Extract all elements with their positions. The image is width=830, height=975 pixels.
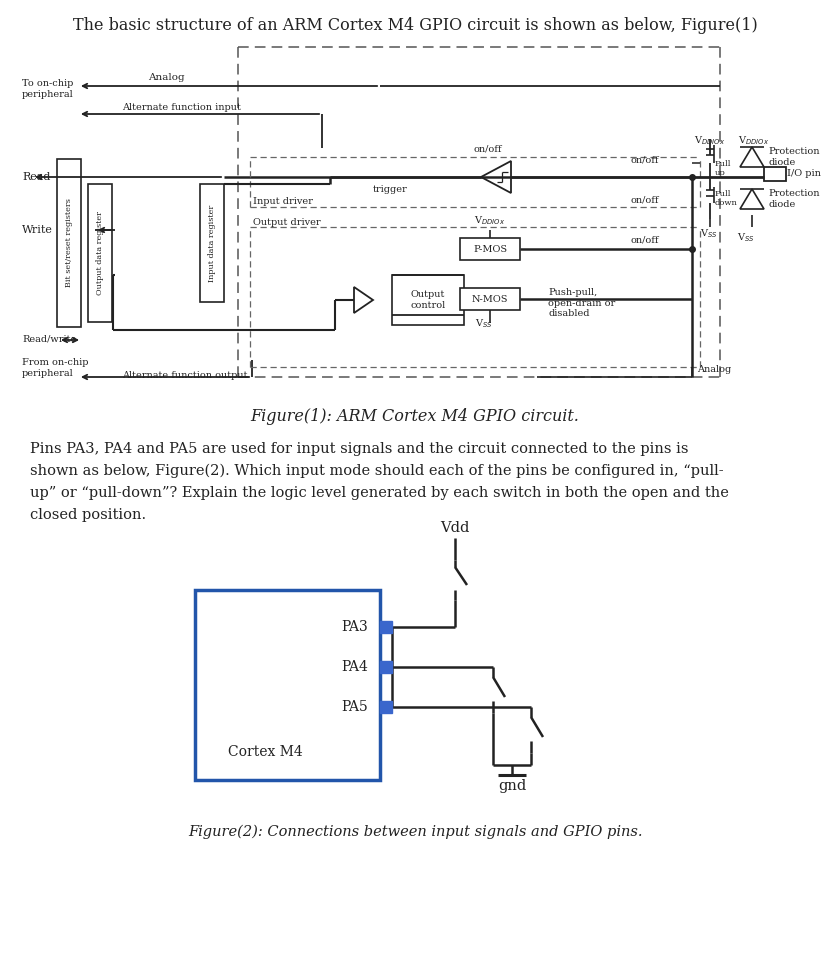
Text: V$_{SS}$: V$_{SS}$: [475, 317, 493, 330]
Text: Read: Read: [22, 172, 51, 182]
Text: Bit set/reset registers: Bit set/reset registers: [65, 199, 73, 288]
Text: closed position.: closed position.: [30, 508, 146, 522]
Bar: [380, 701, 392, 713]
Text: Analog: Analog: [148, 73, 184, 83]
Text: Read/write: Read/write: [22, 334, 76, 343]
Bar: [380, 621, 392, 633]
Text: on/off: on/off: [474, 144, 502, 153]
Text: Pull
up: Pull up: [715, 160, 731, 177]
Text: on/off: on/off: [630, 155, 658, 165]
Text: N-MOS: N-MOS: [471, 294, 508, 303]
Text: Analog: Analog: [697, 365, 731, 374]
Bar: [764, 167, 786, 181]
Text: Alternate function output: Alternate function output: [122, 371, 247, 380]
Bar: [200, 184, 224, 302]
Text: Output
control: Output control: [410, 291, 446, 310]
Text: Input driver: Input driver: [253, 197, 313, 206]
Text: Figure(1): ARM Cortex M4 GPIO circuit.: Figure(1): ARM Cortex M4 GPIO circuit.: [251, 408, 579, 425]
Text: Cortex M4: Cortex M4: [228, 745, 303, 759]
Text: on/off: on/off: [630, 196, 658, 205]
Text: Figure(2): Connections between input signals and GPIO pins.: Figure(2): Connections between input sig…: [188, 825, 642, 839]
Text: V$_{DDIOx}$: V$_{DDIOx}$: [738, 135, 769, 147]
Text: shown as below, Figure(2). Which input mode should each of the pins be configure: shown as below, Figure(2). Which input m…: [30, 464, 724, 479]
Bar: [380, 661, 392, 673]
Text: gnd: gnd: [498, 779, 526, 793]
Text: V$_{DDIOx}$: V$_{DDIOx}$: [475, 214, 505, 227]
Text: Pull
down: Pull down: [715, 190, 738, 208]
Text: trigger: trigger: [373, 185, 408, 194]
Text: PA5: PA5: [341, 700, 368, 714]
Text: Protection
diode: Protection diode: [768, 189, 819, 209]
Text: up” or “pull-down”? Explain the logic level generated by each switch in both the: up” or “pull-down”? Explain the logic le…: [30, 486, 729, 500]
Text: Alternate function input: Alternate function input: [122, 102, 241, 111]
Text: Input data register: Input data register: [208, 205, 216, 282]
Text: The basic structure of an ARM Cortex M4 GPIO circuit is shown as below, Figure(1: The basic structure of an ARM Cortex M4 …: [73, 17, 758, 34]
Text: Output data register: Output data register: [96, 211, 104, 295]
Text: I/O pin: I/O pin: [787, 170, 821, 178]
Text: Write: Write: [22, 225, 53, 235]
Text: Pins PA3, PA4 and PA5 are used for input signals and the circuit connected to th: Pins PA3, PA4 and PA5 are used for input…: [30, 442, 689, 456]
Text: on/off: on/off: [630, 236, 658, 245]
Text: From on-chip
peripheral: From on-chip peripheral: [22, 358, 89, 377]
Bar: [57, 159, 81, 327]
Text: PA3: PA3: [341, 620, 368, 634]
Text: Vdd: Vdd: [440, 521, 470, 535]
Bar: [460, 288, 520, 310]
Text: P-MOS: P-MOS: [473, 245, 507, 254]
Text: To on-chip
peripheral: To on-chip peripheral: [22, 79, 74, 98]
Bar: [392, 275, 464, 325]
Text: V$_{SS}$: V$_{SS}$: [700, 227, 718, 240]
Text: Output driver: Output driver: [253, 218, 320, 227]
Text: PA4: PA4: [341, 660, 368, 674]
Bar: [88, 184, 112, 322]
Bar: [460, 238, 520, 260]
Bar: [195, 590, 380, 780]
Text: V$_{DDIOx}$: V$_{DDIOx}$: [694, 135, 725, 147]
Text: Protection
diode: Protection diode: [768, 147, 819, 167]
Text: Push-pull,
open-drain or
disabled: Push-pull, open-drain or disabled: [548, 288, 615, 318]
Text: V$_{SS}$: V$_{SS}$: [737, 231, 754, 244]
